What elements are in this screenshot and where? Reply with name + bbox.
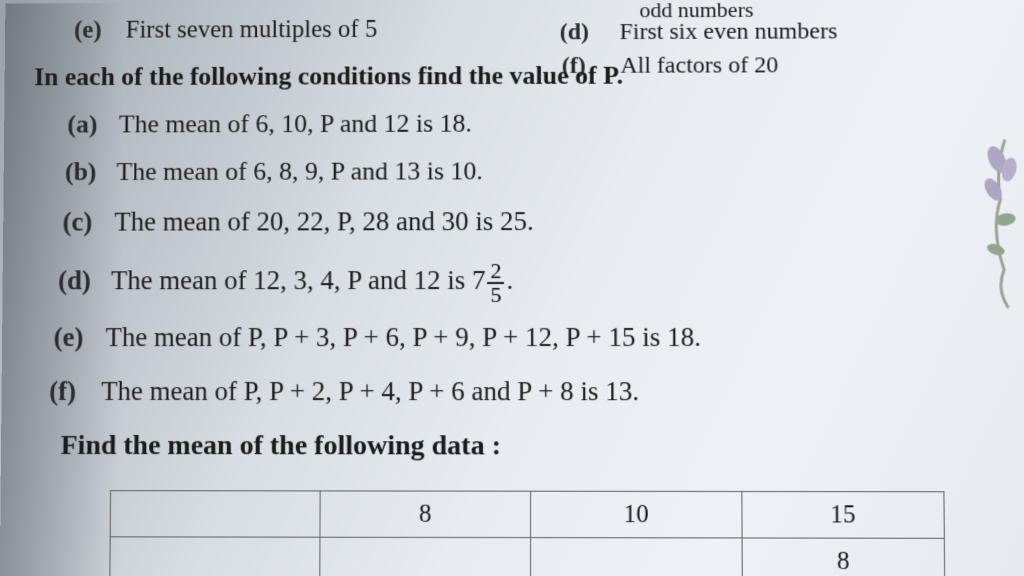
cell-val-bottom: 8 <box>837 547 850 574</box>
heading-conditions: In each of the following conditions find… <box>34 61 623 92</box>
marker-d: (d) <box>58 266 91 297</box>
text-b: The mean of 6, 8, 9, P and 13 is 10. <box>116 156 482 185</box>
table-cell <box>320 537 531 576</box>
table-cell: 8 <box>320 491 531 538</box>
text-e-top: First seven multiples of 5 <box>126 16 378 43</box>
data-table: 8 10 15 8 <box>109 490 945 576</box>
item-top-d: (d) First six even numbers <box>560 19 838 47</box>
heading-find-mean: Find the mean of the following data : <box>61 430 501 463</box>
heading-find-mean-text: Find the mean of the following data : <box>61 430 501 462</box>
heading-conditions-text: In each of the following conditions find… <box>34 61 623 91</box>
marker-e-top: (e) <box>74 17 106 45</box>
item-c: (c) The mean of 20, 22, P, 28 and 30 is … <box>62 206 533 237</box>
table-row: 8 <box>110 537 945 576</box>
text-e: The mean of P, P + 3, P + 6, P + 9, P + … <box>105 322 701 352</box>
item-a: (a) The mean of 6, 10, P and 12 is 18. <box>67 109 472 140</box>
page-scan: odd numbers (e) First seven multiples of… <box>0 0 1024 576</box>
item-top-e: (e) First seven multiples of 5 <box>74 16 377 45</box>
marker-a: (a) <box>67 110 99 140</box>
marker-c: (c) <box>62 207 94 238</box>
flower-decoration-icon <box>965 129 1024 309</box>
fraction-d: 25 <box>487 260 504 306</box>
cell-val-2: 15 <box>830 501 855 528</box>
cell-val-0: 8 <box>419 500 432 527</box>
table-cell: 10 <box>531 491 743 538</box>
table-cell <box>110 537 320 576</box>
table-cell <box>531 538 743 576</box>
marker-e: (e) <box>54 322 86 353</box>
marker-f: (f) <box>49 376 81 407</box>
cell-val-1: 10 <box>624 500 649 527</box>
marker-d-top: (d) <box>560 19 600 46</box>
text-c: The mean of 20, 22, P, 28 and 30 is 25. <box>114 206 533 236</box>
text-f-top: All factors of 20 <box>620 52 778 78</box>
item-e: (e) The mean of P, P + 3, P + 6, P + 9, … <box>54 322 701 353</box>
table-cell: 15 <box>742 491 944 538</box>
table-cell: 8 <box>742 538 945 576</box>
text-f: The mean of P, P + 2, P + 4, P + 6 and P… <box>101 376 639 406</box>
text-d-post: . <box>506 265 513 295</box>
fraction-d-den: 5 <box>487 284 504 306</box>
text-d-pre: The mean of 12, 3, 4, P and 12 is 7 <box>111 265 486 295</box>
fraction-d-num: 2 <box>487 260 504 284</box>
marker-b: (b) <box>65 157 97 187</box>
item-f: (f) The mean of P, P + 2, P + 4, P + 6 a… <box>49 376 639 407</box>
text-d-top: First six even numbers <box>620 19 838 45</box>
item-b: (b) The mean of 6, 8, 9, P and 13 is 10. <box>65 156 483 187</box>
table-cell <box>110 491 320 538</box>
text-a: The mean of 6, 10, P and 12 is 18. <box>119 109 472 139</box>
item-d: (d) The mean of 12, 3, 4, P and 12 is 72… <box>58 260 513 306</box>
table-row: 8 10 15 <box>110 491 944 539</box>
